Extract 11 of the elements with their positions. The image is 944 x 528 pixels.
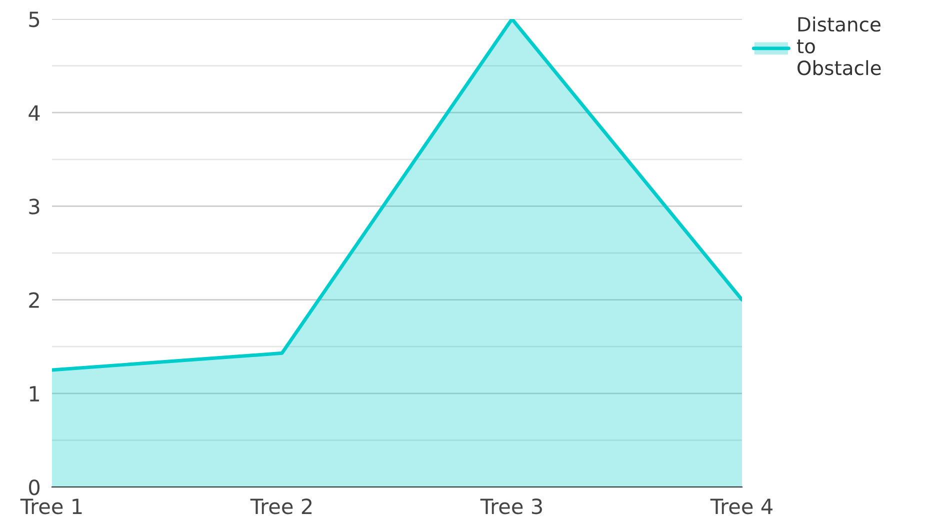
x-tick-label: Tree 2 <box>250 498 312 514</box>
y-tick-label: 4 <box>28 105 40 121</box>
y-tick-label: 2 <box>29 292 39 308</box>
x-tick-label: Tree 4 <box>710 498 772 514</box>
x-tick-label: Tree 1 <box>20 498 82 514</box>
y-tick-label: 3 <box>29 198 40 214</box>
x-tick-label: Tree 3 <box>480 498 542 514</box>
legend-label: Distance to Obstacle <box>796 16 881 76</box>
y-tick-label: 1 <box>30 386 39 402</box>
y-tick-label: 5 <box>29 12 40 28</box>
y-tick-label: 0 <box>29 479 40 496</box>
